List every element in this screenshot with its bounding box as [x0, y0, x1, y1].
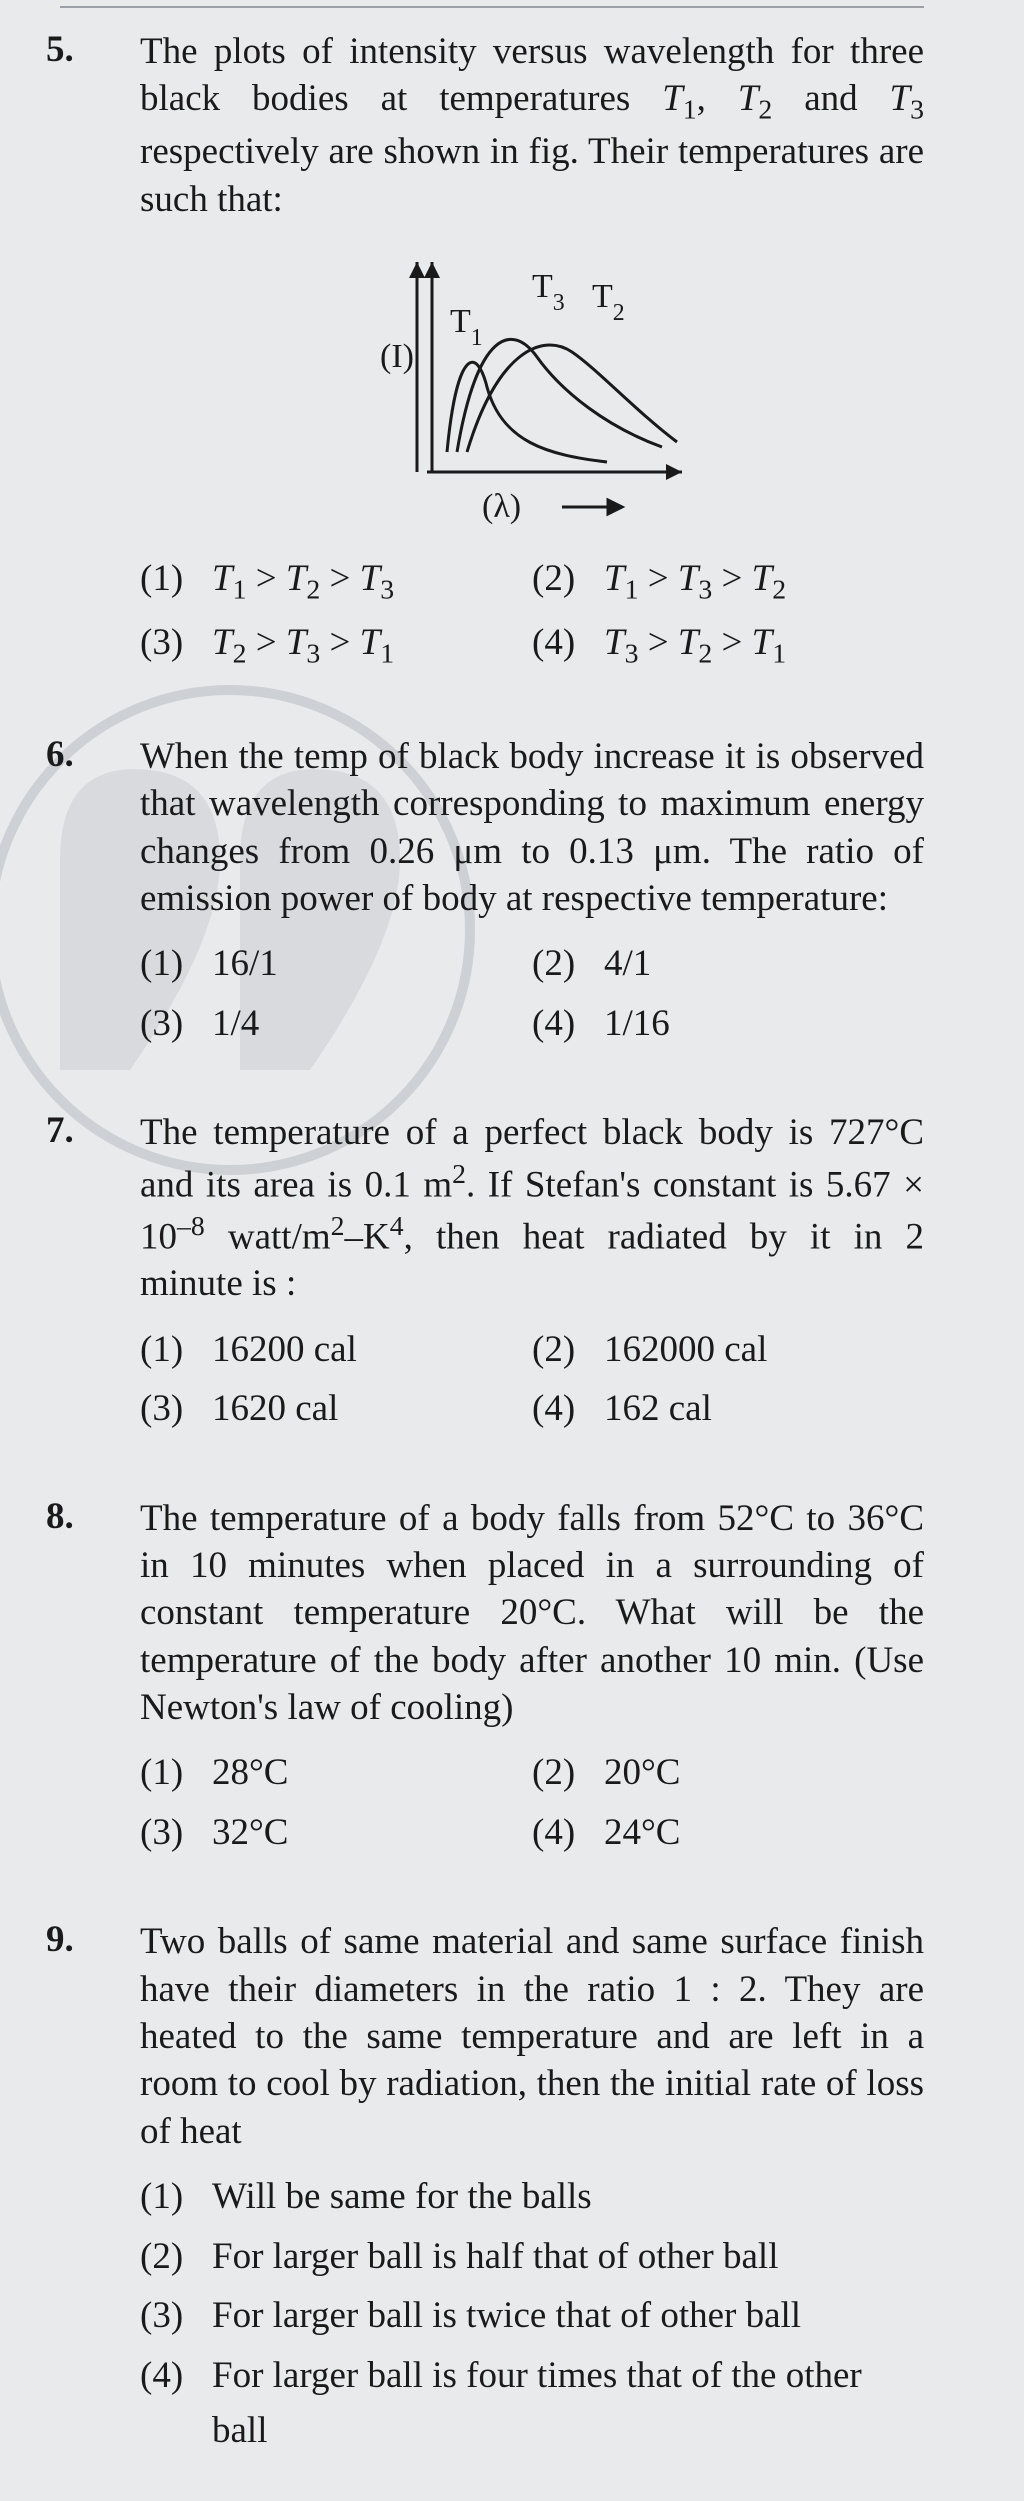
svg-text:(I): (I): [380, 338, 414, 375]
option-1: (1)Will be same for the balls: [140, 2167, 924, 2227]
text-segment: T: [890, 78, 911, 119]
text-segment: T: [738, 78, 759, 119]
svg-text:T3: T3: [532, 268, 565, 316]
options: (1)16/1 (2)4/1 (3)1/4 (4)1/16: [140, 934, 924, 1053]
option-number: (2): [532, 1322, 604, 1378]
question-number: 5.: [46, 28, 74, 71]
options: (1)16200 cal (2)162000 cal (3)1620 cal (…: [140, 1320, 924, 1439]
option-number: (2): [140, 2229, 212, 2285]
option-number: (3): [140, 1381, 212, 1437]
chart-svg: (I) (λ) T1 T3 T2: [362, 237, 702, 537]
question-text: The plots of intensity versus wavelength…: [140, 28, 924, 223]
option-number: (1): [140, 551, 212, 611]
question-6: 6. When the temp of black body increase …: [0, 733, 1024, 1053]
question-number: 9.: [46, 1918, 74, 1961]
option-number: (1): [140, 2169, 212, 2225]
svg-text:T1: T1: [450, 303, 483, 351]
text-segment: 1: [683, 95, 697, 126]
option-number: (3): [140, 996, 212, 1052]
options: (1)28°C (2)20°C (3)32°C (4)24°C: [140, 1743, 924, 1862]
text-segment: 2: [758, 95, 772, 126]
question-text: The temperature of a body falls from 52°…: [140, 1495, 924, 1732]
option-number: (2): [532, 1745, 604, 1801]
options: (1)Will be same for the balls (2)For lar…: [140, 2167, 924, 2461]
option-number: (3): [140, 615, 212, 675]
text-segment: T: [662, 78, 683, 119]
option-number: (1): [140, 1745, 212, 1801]
option-text: T1 > T3 > T2: [604, 551, 924, 611]
option-3: (3)32°C: [140, 1803, 532, 1863]
option-1: (1) T1 > T2 > T3: [140, 549, 532, 613]
question-text: The temperature of a perfect black body …: [140, 1109, 924, 1307]
option-text: 162 cal: [604, 1381, 924, 1437]
option-text: 1/16: [604, 996, 924, 1052]
option-number: (2): [532, 551, 604, 611]
option-text: For larger ball is twice that of other b…: [212, 2288, 924, 2344]
option-number: (1): [140, 1322, 212, 1378]
question-number: 8.: [46, 1495, 74, 1538]
option-3: (3)For larger ball is twice that of othe…: [140, 2286, 924, 2346]
option-number: (3): [140, 2288, 212, 2344]
option-text: 1/4: [212, 996, 532, 1052]
option-number: (3): [140, 1805, 212, 1861]
option-4: (4)162 cal: [532, 1379, 924, 1439]
question-text: Two balls of same material and same surf…: [140, 1918, 924, 2155]
option-number: (4): [532, 1381, 604, 1437]
option-1: (1)28°C: [140, 1743, 532, 1803]
question-5: 5. The plots of intensity versus wavelen…: [0, 28, 1024, 677]
option-4: (4) T3 > T2 > T1: [532, 613, 924, 677]
question-number: 6.: [46, 733, 74, 776]
svg-text:T2: T2: [592, 278, 625, 326]
option-3: (3)1/4: [140, 994, 532, 1054]
option-2: (2)162000 cal: [532, 1320, 924, 1380]
text-segment: 3: [910, 95, 924, 126]
question-8: 8. The temperature of a body falls from …: [0, 1495, 1024, 1863]
question-number: 7.: [46, 1109, 74, 1152]
option-3: (3) T2 > T3 > T1: [140, 613, 532, 677]
option-text: 20°C: [604, 1745, 924, 1801]
option-text: 162000 cal: [604, 1322, 924, 1378]
option-text: Will be same for the balls: [212, 2169, 924, 2225]
option-number: (1): [140, 936, 212, 992]
option-text: 16/1: [212, 936, 532, 992]
option-1: (1)16/1: [140, 934, 532, 994]
option-text: 4/1: [604, 936, 924, 992]
text-segment: respectively are shown in fig. Their tem…: [140, 131, 924, 219]
question-7: 7. The temperature of a perfect black bo…: [0, 1109, 1024, 1438]
option-number: (4): [532, 1805, 604, 1861]
option-4: (4)24°C: [532, 1803, 924, 1863]
option-text: For larger ball is four times that of th…: [212, 2348, 924, 2459]
option-number: (4): [140, 2348, 212, 2459]
blackbody-chart: (I) (λ) T1 T3 T2: [140, 237, 924, 537]
option-4: (4)For larger ball is four times that of…: [140, 2346, 924, 2461]
question-text: When the temp of black body increase it …: [140, 733, 924, 922]
option-number: (4): [532, 996, 604, 1052]
text-segment: and: [772, 78, 889, 119]
option-text: For larger ball is half that of other ba…: [212, 2229, 924, 2285]
options: (1) T1 > T2 > T3 (2) T1 > T3 > T2 (3) T2…: [140, 549, 924, 677]
svg-text:(λ): (λ): [482, 488, 521, 525]
option-2: (2)20°C: [532, 1743, 924, 1803]
option-number: (2): [532, 936, 604, 992]
option-number: (4): [532, 615, 604, 675]
text-segment: ,: [697, 78, 738, 119]
page: 5. The plots of intensity versus wavelen…: [0, 0, 1024, 2501]
option-2: (2)4/1: [532, 934, 924, 994]
option-text: 1620 cal: [212, 1381, 532, 1437]
top-rule: [60, 6, 924, 8]
option-text: T3 > T2 > T1: [604, 615, 924, 675]
option-4: (4)1/16: [532, 994, 924, 1054]
option-2: (2) T1 > T3 > T2: [532, 549, 924, 613]
option-text: 24°C: [604, 1805, 924, 1861]
option-text: 28°C: [212, 1745, 532, 1801]
option-text: 32°C: [212, 1805, 532, 1861]
option-text: T1 > T2 > T3: [212, 551, 532, 611]
option-text: T2 > T3 > T1: [212, 615, 532, 675]
option-text: 16200 cal: [212, 1322, 532, 1378]
option-1: (1)16200 cal: [140, 1320, 532, 1380]
option-2: (2)For larger ball is half that of other…: [140, 2227, 924, 2287]
question-9: 9. Two balls of same material and same s…: [0, 1918, 1024, 2460]
option-3: (3)1620 cal: [140, 1379, 532, 1439]
